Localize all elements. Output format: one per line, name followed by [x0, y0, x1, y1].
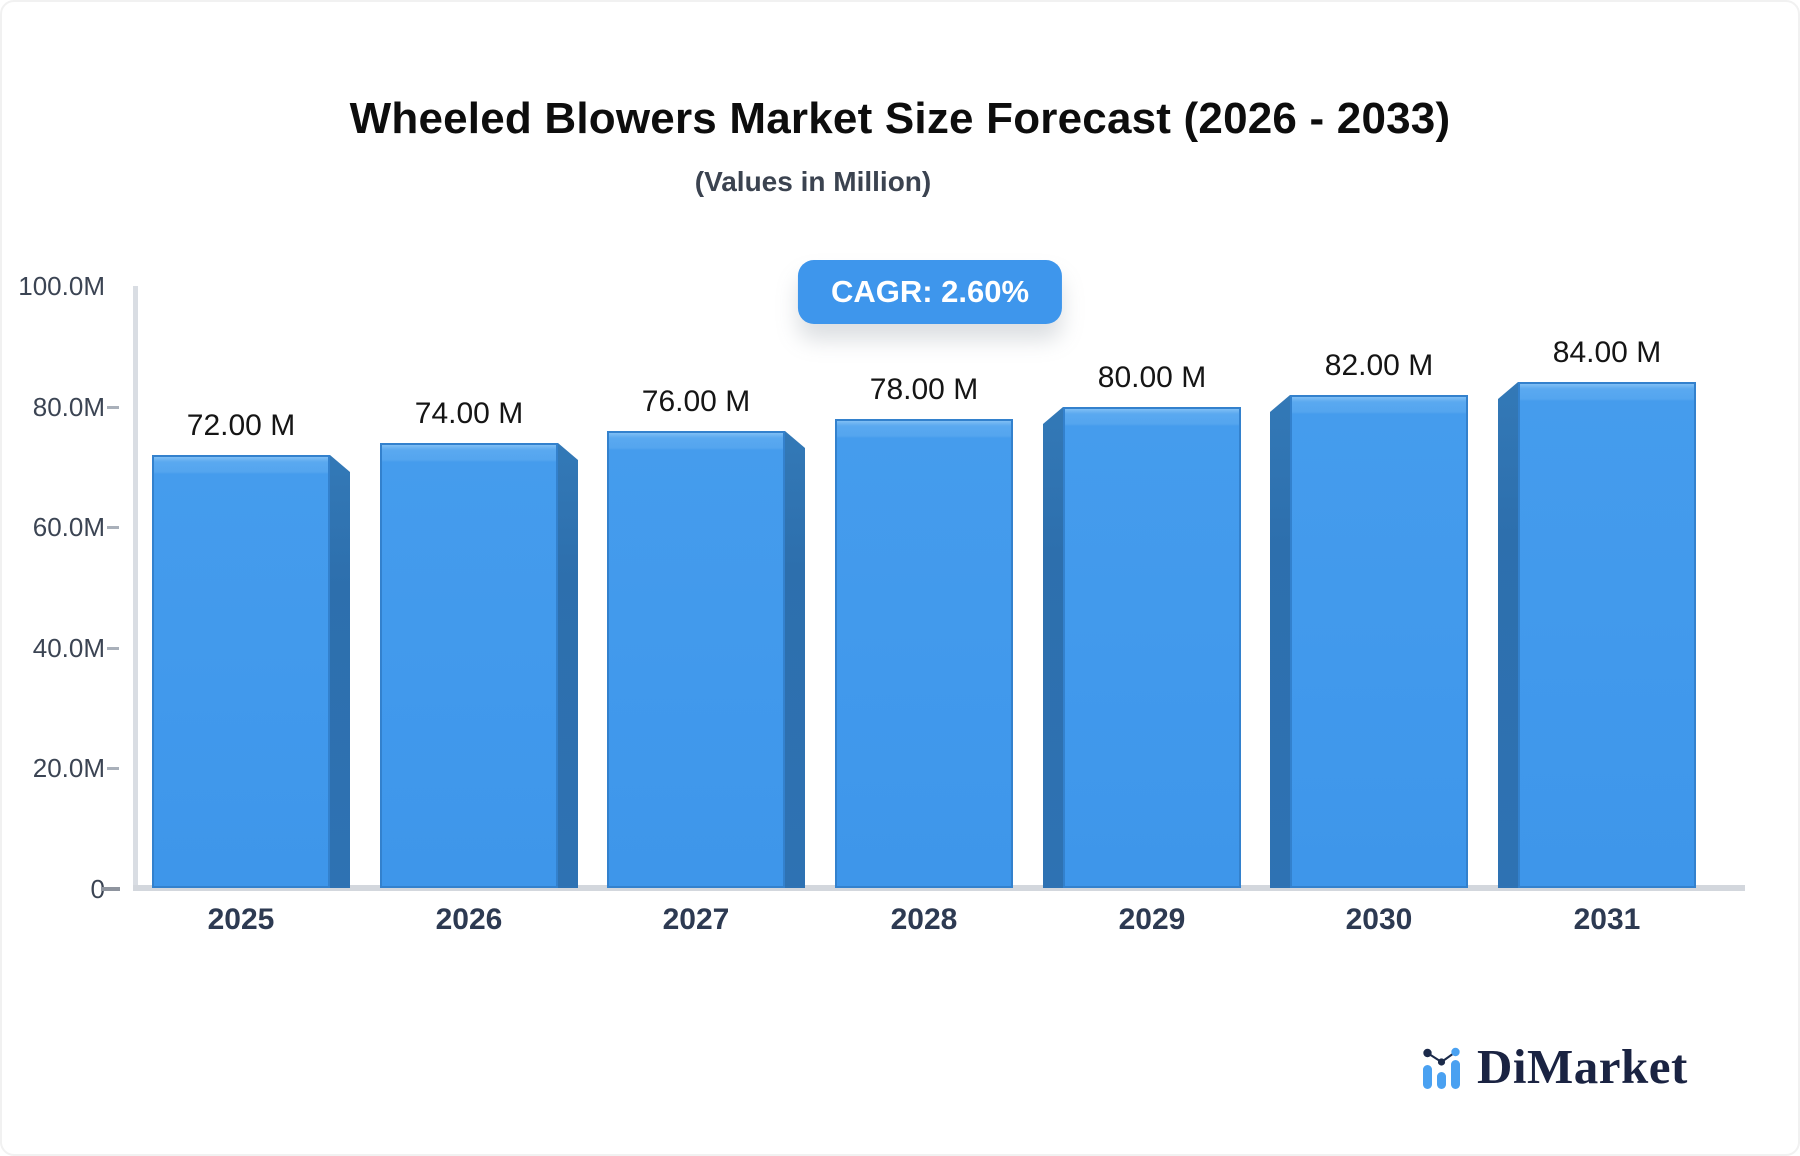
brand-logo: DiMarket [1422, 1042, 1688, 1091]
bar-value-label: 74.00 M [414, 397, 524, 430]
y-axis-tick-label: 40.0M [32, 633, 105, 663]
x-axis-label: 2030 [1345, 903, 1413, 936]
y-axis-tick [101, 887, 120, 891]
bar [1063, 407, 1241, 888]
x-axis-line [133, 885, 1745, 891]
x-axis-label: 2028 [890, 903, 958, 936]
x-axis-label: 2026 [435, 903, 503, 936]
bar-value-label: 82.00 M [1324, 349, 1434, 382]
y-axis-line [133, 286, 138, 887]
bar-value-label: 76.00 M [641, 385, 751, 418]
y-axis-tick-label: 80.0M [32, 392, 105, 422]
x-axis-label: 2031 [1573, 903, 1641, 936]
bar [152, 455, 330, 888]
bar-side-face [1043, 407, 1063, 888]
bar-value-label: 80.00 M [1097, 361, 1207, 394]
bar [380, 443, 558, 888]
bar-value-label: 78.00 M [869, 373, 979, 406]
bar-value-label: 84.00 M [1552, 336, 1662, 369]
y-axis-tick [107, 767, 119, 770]
page-title: Wheeled Blowers Market Size Forecast (20… [349, 94, 1451, 143]
bar-side-face [558, 443, 578, 888]
bar-chart-trend-icon [1423, 1047, 1460, 1089]
y-axis-tick-label: 20.0M [32, 753, 105, 783]
bar-value-label: 72.00 M [186, 409, 296, 442]
bar-side-face [1270, 395, 1290, 888]
brand-logo-text: DiMarket [1477, 1039, 1688, 1094]
bar-side-face [785, 431, 805, 888]
y-axis-tick [107, 526, 119, 529]
y-axis-tick [107, 406, 119, 409]
bar [1518, 382, 1696, 888]
x-axis-label: 2029 [1118, 903, 1186, 936]
x-axis-label: 2025 [207, 903, 275, 936]
cagr-badge: CAGR: 2.60% [797, 260, 1063, 324]
page-subtitle: (Values in Million) [694, 166, 932, 197]
y-axis-tick [107, 647, 119, 650]
y-axis-tick-label: 100.0M [18, 271, 105, 301]
x-axis-label: 2027 [662, 903, 730, 936]
bar [1290, 395, 1468, 888]
y-axis-tick-label: 0 [90, 874, 105, 904]
y-axis-tick-label: 60.0M [32, 512, 105, 542]
bar [835, 419, 1013, 888]
bar-side-face [1498, 382, 1518, 888]
bar [607, 431, 785, 888]
bar-side-face [330, 455, 350, 888]
